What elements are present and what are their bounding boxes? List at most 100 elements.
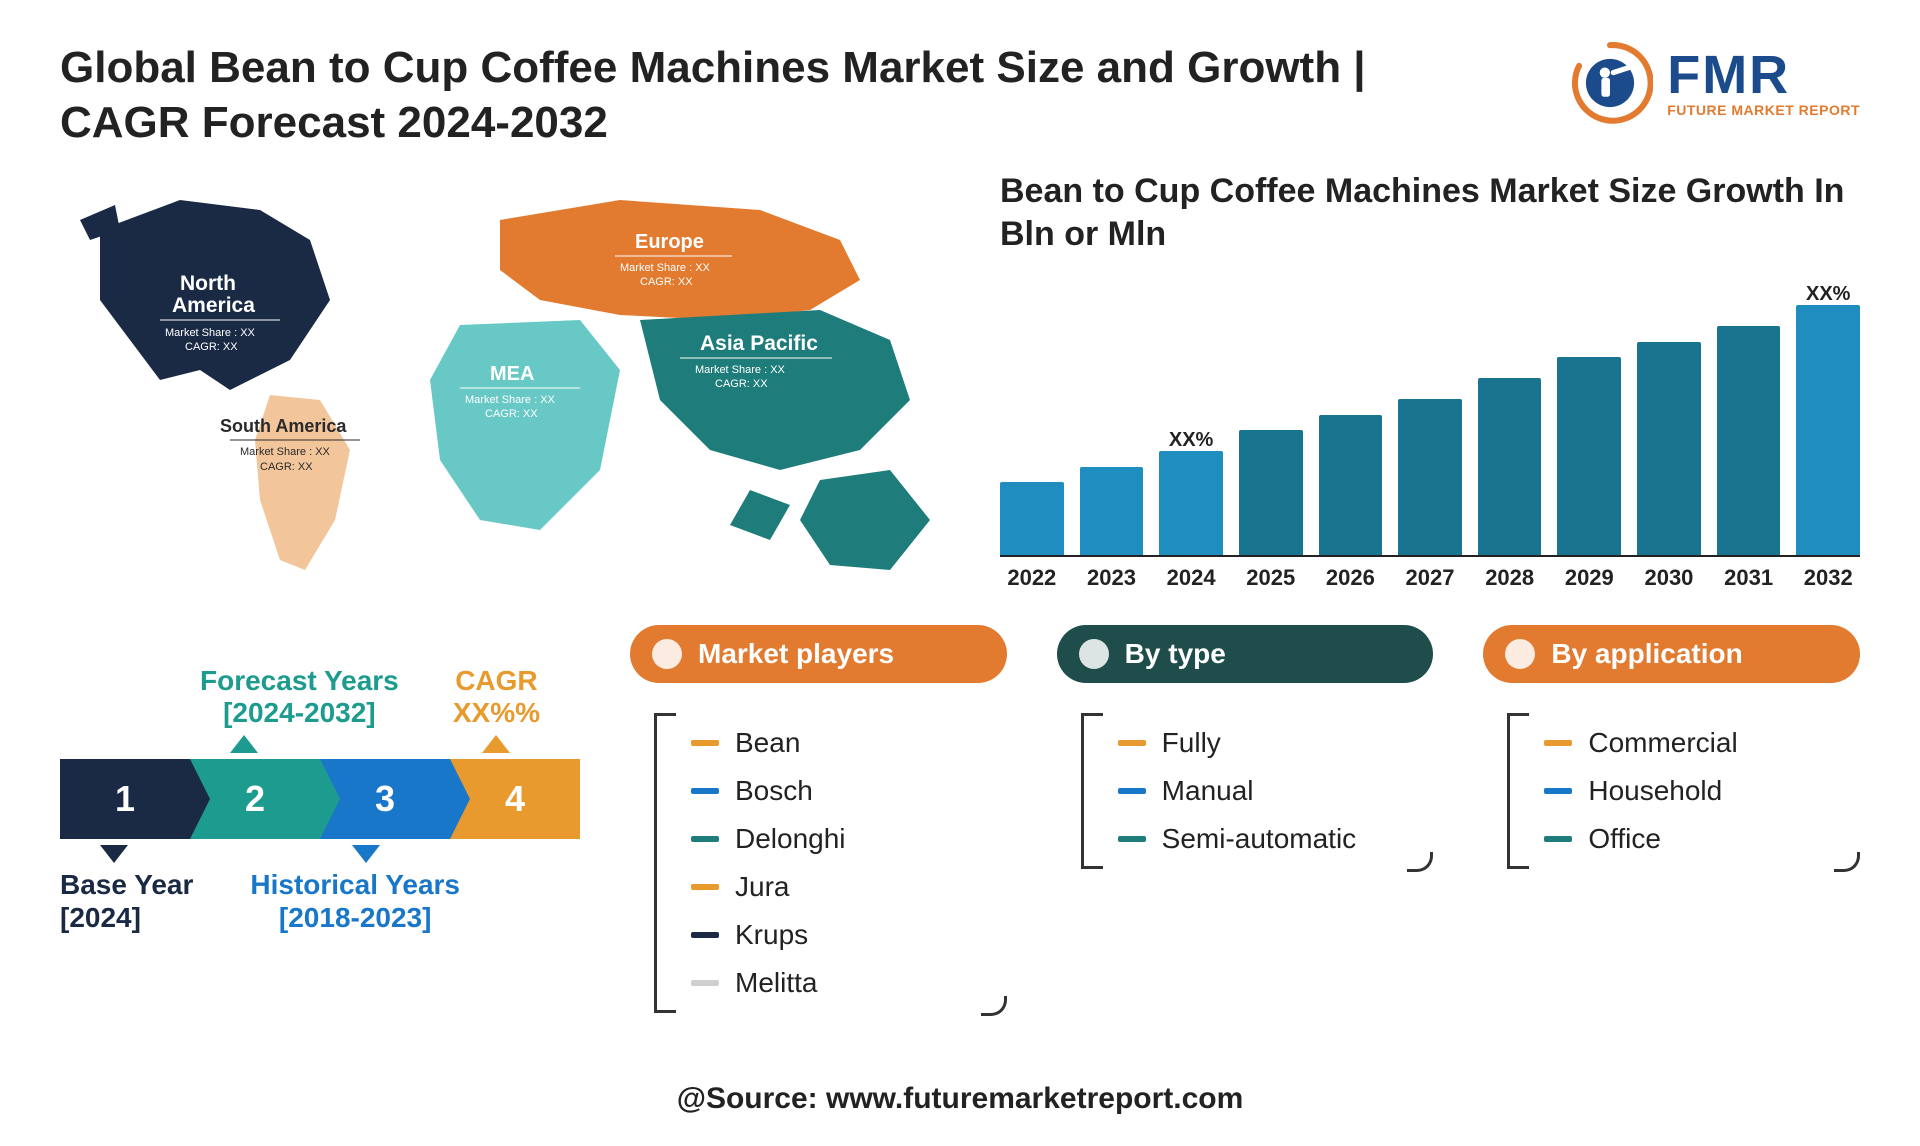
segmentation-item: Office bbox=[1544, 823, 1850, 855]
bar bbox=[1319, 415, 1383, 555]
bar-year-label: 2022 bbox=[1000, 565, 1064, 591]
bar-rect bbox=[1637, 342, 1701, 555]
timeline-label-cagr: CAGRXX%% bbox=[453, 665, 540, 729]
svg-text:MEA: MEA bbox=[490, 363, 534, 385]
segmentation-item-label: Delonghi bbox=[735, 823, 846, 855]
bar: XX% bbox=[1796, 305, 1860, 555]
swatch-icon bbox=[691, 788, 719, 794]
chart-title: Bean to Cup Coffee Machines Market Size … bbox=[1000, 170, 1860, 255]
segmentation-item-label: Manual bbox=[1162, 775, 1254, 807]
dot-icon bbox=[652, 639, 682, 669]
swatch-icon bbox=[1544, 836, 1572, 842]
segmentation-item: Melitta bbox=[691, 967, 997, 999]
svg-text:CAGR: XX: CAGR: XX bbox=[185, 341, 238, 353]
bar bbox=[1637, 342, 1701, 555]
bar-year-label: 2024 bbox=[1159, 565, 1223, 591]
triangle-up-icon bbox=[230, 735, 258, 753]
segmentation-item: Household bbox=[1544, 775, 1850, 807]
segmentation-item-label: Krups bbox=[735, 919, 808, 951]
bar bbox=[1557, 357, 1621, 555]
segmentation-item-label: Bean bbox=[735, 727, 800, 759]
svg-text:CAGR: XX: CAGR: XX bbox=[640, 276, 693, 288]
svg-text:America: America bbox=[172, 294, 255, 317]
timeline-segment: 1 bbox=[60, 759, 190, 839]
segmentation-item: Jura bbox=[691, 871, 997, 903]
segmentation-by-type: By typeFullyManualSemi-automatic bbox=[1057, 625, 1434, 869]
svg-text:Market Share : XX: Market Share : XX bbox=[465, 394, 556, 406]
svg-text:Market Share : XX: Market Share : XX bbox=[620, 262, 711, 274]
bar-year-label: 2029 bbox=[1557, 565, 1621, 591]
dot-icon bbox=[1079, 639, 1109, 669]
triangle-up-icon bbox=[482, 735, 510, 753]
segmentation-market-players: Market players Bean Bosch Delonghi Jura Krups… bbox=[630, 625, 1007, 1013]
segmentation-bracket: Fully Manual Semi-automatic bbox=[1081, 713, 1434, 869]
timeline-label-base-year: Base Year[2024] bbox=[60, 869, 193, 933]
bar-annotation: XX% bbox=[1169, 429, 1213, 452]
swatch-icon bbox=[691, 884, 719, 890]
segmentation-header-text: By application bbox=[1551, 638, 1742, 670]
segmentation-item-label: Melitta bbox=[735, 967, 817, 999]
swatch-icon bbox=[691, 836, 719, 842]
bar-year-label: 2028 bbox=[1478, 565, 1542, 591]
svg-text:Market Share : XX: Market Share : XX bbox=[240, 446, 331, 458]
bar-annotation: XX% bbox=[1806, 283, 1850, 306]
bar-rect bbox=[1717, 326, 1781, 555]
svg-text:Europe: Europe bbox=[635, 231, 704, 253]
segmentation-item-label: Fully bbox=[1162, 727, 1221, 759]
bar-rect bbox=[1796, 305, 1860, 555]
segmentation-item-label: Semi-automatic bbox=[1162, 823, 1357, 855]
segmentation-item-label: Bosch bbox=[735, 775, 813, 807]
segmentation-header: By application bbox=[1483, 625, 1860, 683]
bar-year-label: 2027 bbox=[1398, 565, 1462, 591]
bar-year-label: 2031 bbox=[1717, 565, 1781, 591]
swatch-icon bbox=[1544, 788, 1572, 794]
bar-rect bbox=[1000, 482, 1064, 555]
bracket-curl-icon bbox=[1834, 852, 1860, 872]
svg-text:Market Share : XX: Market Share : XX bbox=[165, 327, 256, 339]
segmentation-item: Delonghi bbox=[691, 823, 997, 855]
source-attribution: @Source: www.futuremarketreport.com bbox=[0, 1082, 1920, 1116]
segmentation-item-label: Office bbox=[1588, 823, 1661, 855]
triangle-down-icon bbox=[100, 845, 128, 863]
bar-rect bbox=[1239, 430, 1303, 555]
bar bbox=[1398, 399, 1462, 555]
svg-text:Market Share : XX: Market Share : XX bbox=[695, 364, 786, 376]
bar-rect bbox=[1478, 378, 1542, 555]
segmentation-item: Commercial bbox=[1544, 727, 1850, 759]
bar bbox=[1239, 430, 1303, 555]
swatch-icon bbox=[1544, 740, 1572, 746]
bar-rect bbox=[1398, 399, 1462, 555]
timeline-label-historical: Historical Years[2018-2023] bbox=[250, 869, 460, 933]
segmentation-item-label: Household bbox=[1588, 775, 1722, 807]
segmentation-by-application: By application Commercial Household Office bbox=[1483, 625, 1860, 869]
logo-subtitle: FUTURE MARKET REPORT bbox=[1667, 102, 1860, 118]
svg-text:South America: South America bbox=[220, 416, 347, 436]
swatch-icon bbox=[691, 980, 719, 986]
svg-text:CAGR: XX: CAGR: XX bbox=[260, 461, 313, 473]
bar bbox=[1000, 482, 1064, 555]
dot-icon bbox=[1505, 639, 1535, 669]
segmentation-header: Market players bbox=[630, 625, 1007, 683]
bar-rect bbox=[1159, 451, 1223, 555]
segmentation-item: Bosch bbox=[691, 775, 997, 807]
bar bbox=[1717, 326, 1781, 555]
segmentation-item-label: Commercial bbox=[1588, 727, 1737, 759]
segmentation-item: Krups bbox=[691, 919, 997, 951]
logo: FMR FUTURE MARKET REPORT bbox=[1567, 40, 1860, 126]
bar-year-label: 2025 bbox=[1239, 565, 1303, 591]
swatch-icon bbox=[691, 740, 719, 746]
swatch-icon bbox=[1118, 740, 1146, 746]
segmentation-item: Bean bbox=[691, 727, 997, 759]
swatch-icon bbox=[1118, 788, 1146, 794]
svg-text:North: North bbox=[180, 272, 236, 295]
bar bbox=[1080, 467, 1144, 555]
bar-year-label: 2030 bbox=[1637, 565, 1701, 591]
segmentation-item: Fully bbox=[1118, 727, 1424, 759]
svg-text:CAGR: XX: CAGR: XX bbox=[715, 378, 768, 390]
swatch-icon bbox=[691, 932, 719, 938]
world-map: North America Market Share : XX CAGR: XX… bbox=[60, 170, 960, 595]
bar: XX% bbox=[1159, 451, 1223, 555]
segmentation-header-text: Market players bbox=[698, 638, 894, 670]
bar-rect bbox=[1557, 357, 1621, 555]
svg-text:CAGR: XX: CAGR: XX bbox=[485, 408, 538, 420]
